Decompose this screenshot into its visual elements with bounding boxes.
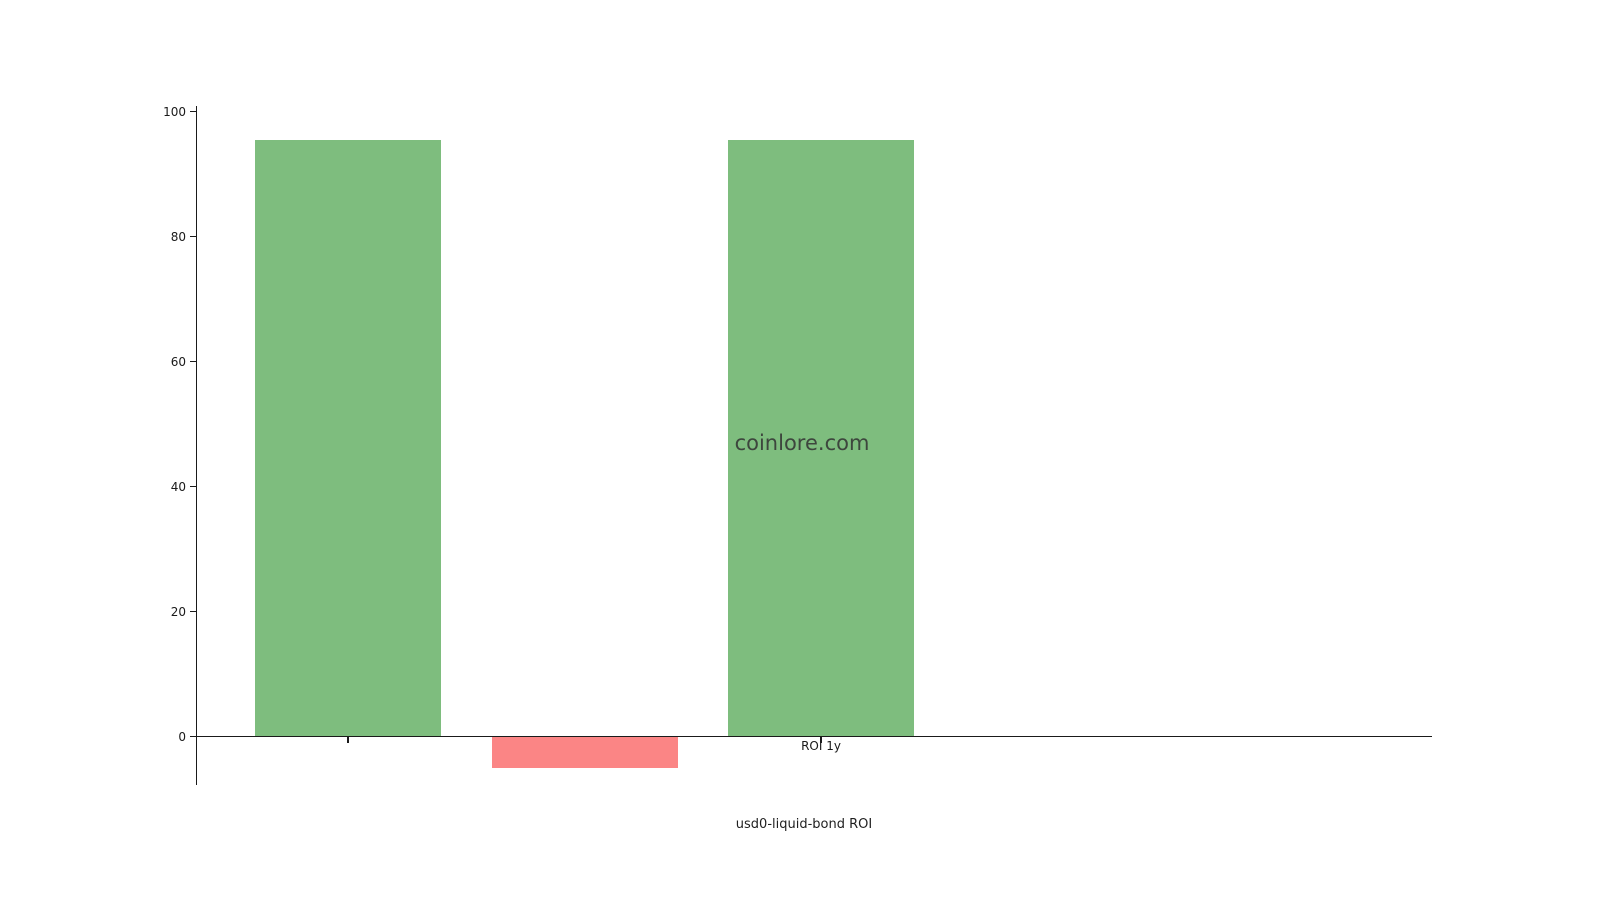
y-tick-mark: [189, 611, 196, 613]
y-tick-mark: [189, 736, 196, 738]
y-tick-mark: [189, 486, 196, 488]
x-axis-line: [196, 736, 1432, 738]
y-tick-label: 100: [163, 104, 186, 119]
y-tick-label: 0: [178, 729, 186, 744]
y-axis-line: [195, 106, 197, 785]
y-tick-label: 40: [170, 479, 186, 494]
y-tick-label: 80: [170, 229, 186, 244]
negative-roi-bar: [491, 736, 678, 769]
watermark-text: coinlore.com: [734, 431, 870, 455]
y-tick-label: 20: [170, 604, 186, 619]
y-tick-mark: [189, 111, 196, 113]
y-tick-mark: [189, 361, 196, 363]
x-tick-label: ROI 1y: [801, 739, 841, 754]
x-tick-mark: [820, 736, 822, 744]
chart-title: usd0-liquid-bond ROI: [735, 817, 873, 832]
positive-roi-bar: [255, 139, 441, 737]
x-tick-mark: [347, 736, 349, 744]
positive-roi-bar: [728, 139, 914, 737]
y-tick-label: 60: [170, 354, 186, 369]
y-tick-mark: [189, 236, 196, 238]
